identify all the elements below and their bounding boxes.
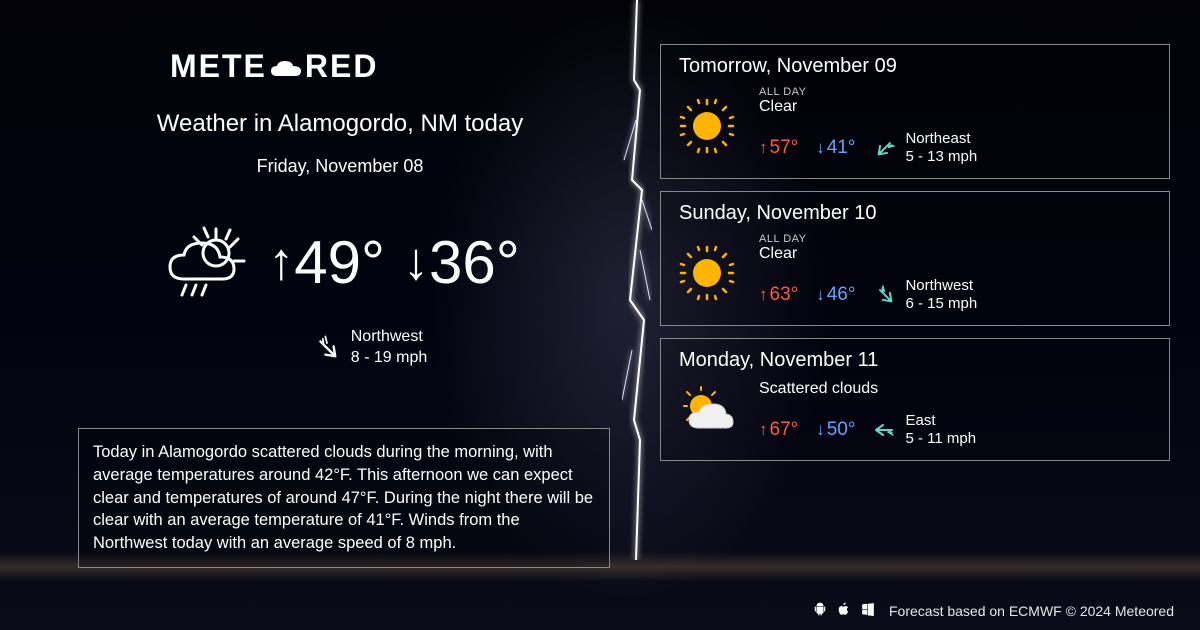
forecast-low: ↓46° — [816, 284, 855, 306]
today-wind: Northwest 8 - 19 mph — [140, 327, 600, 369]
forecast-condition: Scattered clouds — [759, 380, 1151, 398]
forecast-wind-dir: East — [905, 412, 976, 430]
lightning-bolt — [622, 0, 652, 560]
arrow-up-icon: ↑ — [268, 236, 294, 288]
summary-text: Today in Alamogordo scattered clouds dur… — [78, 428, 610, 568]
forecast-card: Sunday, November 10 ALL DAYClear ↑63° ↓46° N… — [660, 191, 1170, 326]
forecast-day-title: Monday, November 11 — [679, 349, 1151, 372]
forecast-card: Monday, November 11 Scattered clouds ↑67° ↓… — [660, 338, 1170, 461]
today-low-value: 36° — [429, 228, 520, 297]
platform-icons — [813, 602, 875, 620]
arrow-down-icon: ↓ — [816, 420, 825, 440]
forecast-card: Tomorrow, November 09 ALL DAYClear ↑57° ↓41… — [660, 44, 1170, 179]
forecast-list: Tomorrow, November 09ALL DAYClear↑57°↓41… — [660, 44, 1170, 473]
forecast-wind: Northwest6 - 15 mph — [873, 277, 977, 313]
arrow-up-icon: ↑ — [759, 285, 768, 305]
rain-sun-cloud-icon — [160, 217, 250, 307]
forecast-low: ↓41° — [816, 137, 855, 159]
forecast-day-title: Sunday, November 10 — [679, 202, 1151, 225]
forecast-wind: East5 - 11 mph — [873, 412, 976, 448]
arrow-up-icon: ↑ — [759, 420, 768, 440]
forecast-condition: Clear — [759, 245, 1151, 263]
brand-logo: METE RED — [170, 48, 378, 85]
forecast-high: ↑63° — [759, 284, 798, 306]
today-main-row: ↑ 49° ↓ 36° — [80, 217, 600, 307]
arrow-up-icon: ↑ — [759, 138, 768, 158]
today-wind-speed: 8 - 19 mph — [351, 348, 427, 369]
wind-arrow-icon — [873, 418, 897, 442]
forecast-day-title: Tomorrow, November 09 — [679, 55, 1151, 78]
today-wind-dir: Northwest — [351, 327, 427, 348]
arrow-down-icon: ↓ — [816, 138, 825, 158]
partly-cloudy-icon — [679, 386, 735, 442]
apple-icon — [837, 602, 851, 620]
forecast-wind: Northeast5 - 13 mph — [873, 130, 977, 166]
wind-arrow-icon — [873, 283, 897, 307]
wind-arrow-icon — [873, 136, 897, 160]
brand-text-1: METE — [170, 48, 267, 85]
forecast-condition: Clear — [759, 98, 1151, 116]
forecast-wind-speed: 6 - 15 mph — [905, 295, 977, 313]
arrow-down-icon: ↓ — [403, 236, 429, 288]
forecast-low: ↓50° — [816, 419, 855, 441]
arrow-down-icon: ↓ — [816, 285, 825, 305]
today-high-value: 49° — [294, 228, 385, 297]
forecast-period: ALL DAY — [759, 233, 1151, 245]
sun-icon — [679, 98, 735, 154]
footer-text: Forecast based on ECMWF © 2024 Meteored — [889, 603, 1174, 619]
page-title: Weather in Alamogordo, NM today — [80, 110, 600, 138]
footer: Forecast based on ECMWF © 2024 Meteored — [813, 602, 1174, 620]
today-high: ↑ 49° — [268, 228, 385, 297]
brand-text-2: RED — [305, 48, 379, 85]
forecast-high: ↑67° — [759, 419, 798, 441]
android-icon — [813, 602, 827, 620]
today-low: ↓ 36° — [403, 228, 520, 297]
brand-cloud-icon — [269, 53, 303, 75]
forecast-wind-dir: Northeast — [905, 130, 977, 148]
today-date: Friday, November 08 — [80, 156, 600, 177]
forecast-wind-speed: 5 - 13 mph — [905, 148, 977, 166]
windows-icon — [861, 602, 875, 620]
forecast-high: ↑57° — [759, 137, 798, 159]
wind-arrow-icon — [313, 334, 341, 362]
forecast-wind-speed: 5 - 11 mph — [905, 430, 976, 448]
forecast-period: ALL DAY — [759, 86, 1151, 98]
sun-icon — [679, 245, 735, 301]
forecast-wind-dir: Northwest — [905, 277, 977, 295]
